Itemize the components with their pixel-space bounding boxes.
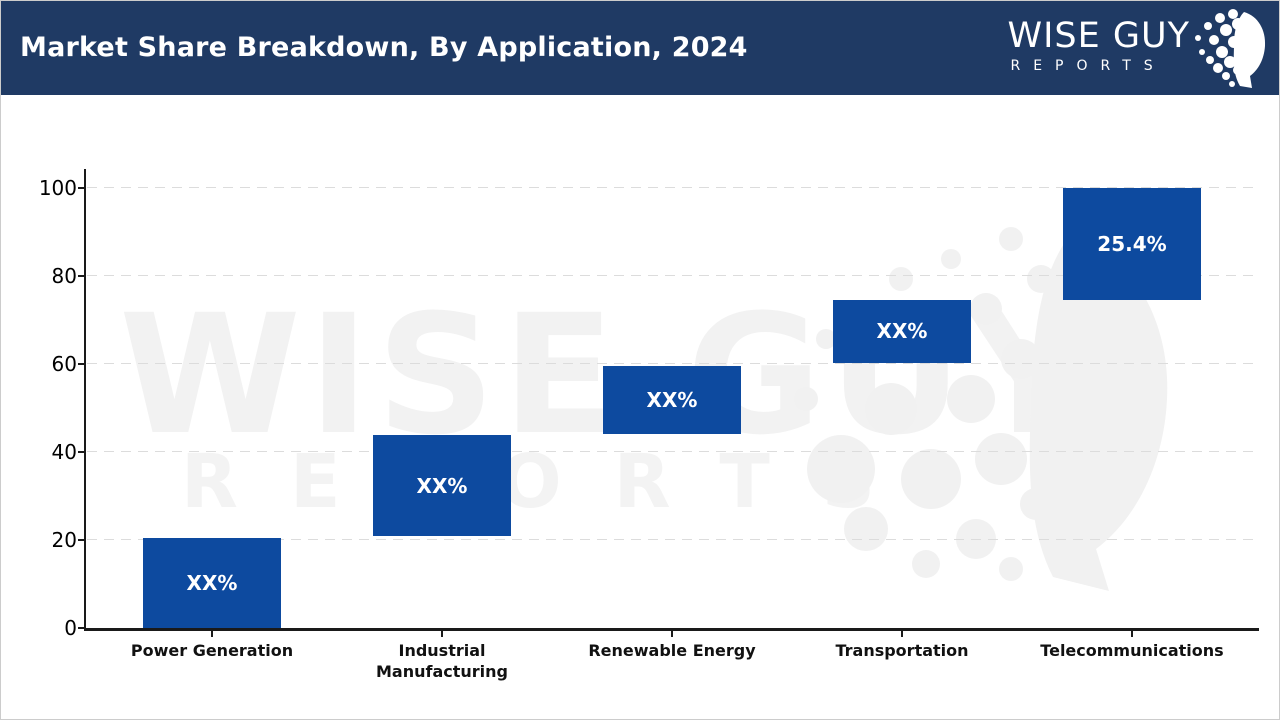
x-axis-line [84, 628, 1259, 631]
bar-renewable-energy: XX% [603, 365, 741, 434]
bar-value-label: XX% [186, 570, 238, 595]
y-tick-mark-80 [78, 275, 85, 277]
x-tick-mark-power-generation [211, 630, 213, 637]
gridline-80 [87, 275, 1258, 276]
y-tick-label-60: 60 [51, 352, 77, 376]
gridline-60 [87, 363, 1258, 364]
x-category-label-power-generation: Power Generation [130, 641, 294, 660]
gridline-20 [87, 539, 1258, 540]
logo-dotted-head-icon [1195, 9, 1266, 88]
logo-subtitle: REPORTS [1010, 57, 1166, 74]
watermark-reports: REPORTS [181, 439, 928, 525]
bar-value-label: 25.4% [1097, 231, 1167, 256]
x-tick-mark-telecommunications [1131, 630, 1133, 637]
y-tick-label-20: 20 [51, 528, 77, 552]
bar-value-label: XX% [876, 319, 928, 344]
gridline-40 [87, 451, 1258, 452]
bar-value-label: XX% [416, 473, 468, 498]
x-category-label-industrial-manufacturing: Industrial Manufacturing [376, 641, 508, 681]
y-tick-mark-20 [78, 539, 85, 541]
logo-name: WISE GUY [1007, 16, 1190, 56]
y-tick-mark-60 [78, 363, 85, 365]
y-tick-mark-100 [78, 187, 85, 189]
y-tick-label-40: 40 [51, 440, 77, 464]
x-category-label-renewable-energy: Renewable Energy [588, 641, 756, 660]
y-tick-mark-40 [78, 451, 85, 453]
y-axis-line [84, 169, 86, 631]
y-tick-label-80: 80 [51, 264, 77, 288]
bar-transportation: XX% [833, 299, 971, 364]
y-tick-mark-0 [78, 627, 85, 629]
x-tick-mark-transportation [901, 630, 903, 637]
y-tick-label-0: 0 [64, 616, 77, 640]
logo-text: WISE GUY REPORTS [1007, 18, 1190, 74]
bar-value-label: XX% [646, 387, 698, 412]
x-tick-mark-industrial-manufacturing [441, 630, 443, 637]
chart-title: Market Share Breakdown, By Application, … [20, 32, 748, 63]
x-category-label-telecommunications: Telecommunications [1040, 641, 1224, 660]
wise-guy-reports-logo: WISE GUY REPORTS [1007, 6, 1268, 90]
y-tick-label-100: 100 [38, 176, 77, 200]
header-bar: Market Share Breakdown, By Application, … [1, 1, 1279, 95]
x-tick-mark-renewable-energy [671, 630, 673, 637]
x-category-label-transportation: Transportation [835, 641, 969, 660]
bar-industrial-manufacturing: XX% [373, 435, 511, 537]
bar-telecommunications: 25.4% [1063, 188, 1201, 300]
bar-power-generation: XX% [143, 537, 281, 628]
gridline-100 [87, 187, 1258, 188]
